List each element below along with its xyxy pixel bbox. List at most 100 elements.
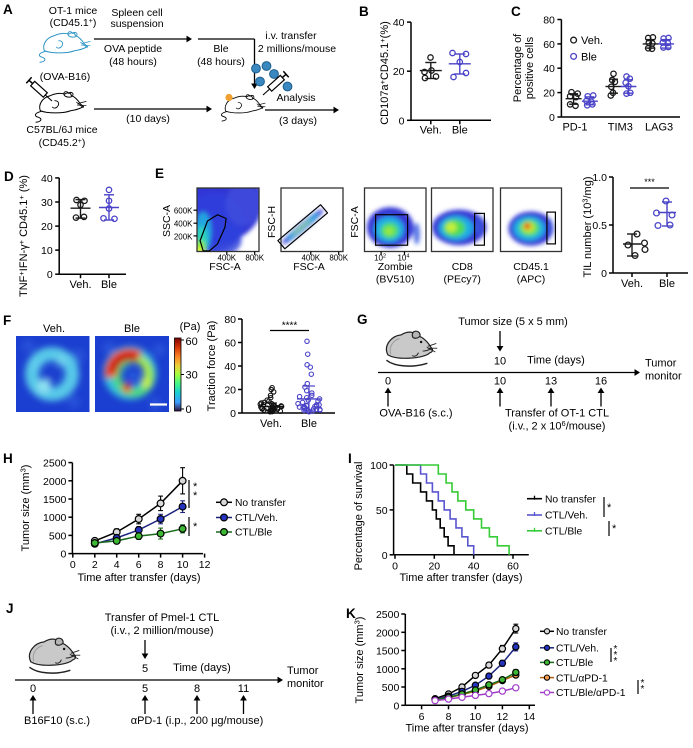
svg-text:0: 0 (549, 112, 555, 124)
svg-text:No transfer: No transfer (545, 494, 597, 505)
svg-text:Ble: Ble (659, 278, 675, 290)
svg-text:Spleen cell: Spleen cell (111, 7, 162, 19)
svg-text:Tumor size (mm3): Tumor size (mm3) (19, 465, 33, 552)
svg-text:10: 10 (494, 356, 506, 368)
svg-text:Veh.: Veh. (581, 35, 603, 47)
svg-text:40: 40 (543, 63, 555, 75)
svg-text:20: 20 (428, 560, 440, 572)
svg-text:E: E (155, 166, 164, 181)
svg-text:Analysis: Analysis (276, 92, 315, 104)
svg-text:Ble: Ble (452, 125, 468, 137)
svg-text:No transfer: No transfer (556, 627, 608, 638)
svg-text:CTL/Veh.: CTL/Veh. (235, 513, 278, 524)
svg-text:30: 30 (186, 370, 198, 382)
svg-text:Ble: Ble (101, 279, 117, 291)
svg-text:2000: 2000 (376, 627, 400, 639)
svg-text:500: 500 (382, 682, 400, 694)
svg-text:10: 10 (494, 376, 506, 388)
svg-text:FSC-A: FSC-A (209, 261, 241, 273)
svg-text:FSC-H: FSC-H (266, 206, 278, 238)
svg-text:20: 20 (543, 88, 555, 100)
svg-text:12: 12 (199, 559, 211, 571)
svg-text:8: 8 (194, 683, 200, 695)
svg-text:0: 0 (392, 560, 398, 572)
svg-text:600K: 600K (174, 207, 193, 216)
svg-text:*: * (193, 521, 198, 533)
svg-text:Time after transfer (days): Time after transfer (days) (405, 723, 528, 735)
svg-text:20: 20 (393, 66, 405, 78)
svg-text:*: * (614, 656, 618, 667)
svg-text:Tumor size (5 x 5 mm): Tumor size (5 x 5 mm) (458, 316, 568, 328)
svg-text:*: * (612, 523, 617, 535)
svg-text:80: 80 (543, 15, 555, 27)
svg-text:Traction force (Pa): Traction force (Pa) (206, 321, 218, 412)
svg-text:60: 60 (186, 336, 198, 348)
svg-text:0: 0 (382, 550, 388, 562)
svg-text:CTL/Ble: CTL/Ble (545, 527, 582, 538)
svg-text:200K: 200K (174, 232, 193, 241)
svg-text:8: 8 (446, 711, 452, 723)
svg-text:C: C (511, 4, 521, 19)
svg-text:(10 days): (10 days) (126, 113, 170, 125)
svg-text:B16F10 (s.c.): B16F10 (s.c.) (24, 715, 90, 727)
svg-text:(i.v., 2 million/mouse): (i.v., 2 million/mouse) (110, 625, 213, 637)
svg-text:12: 12 (497, 711, 509, 723)
svg-text:F: F (3, 313, 11, 328)
svg-text:PD-1: PD-1 (562, 122, 587, 134)
svg-text:Tumor: Tumor (645, 358, 677, 370)
svg-text:(Pa): (Pa) (180, 321, 201, 333)
svg-text:A: A (3, 2, 13, 17)
svg-text:10: 10 (177, 559, 189, 571)
svg-text:G: G (357, 312, 368, 327)
svg-text:0: 0 (601, 268, 607, 280)
svg-text:C57BL/6J mice: C57BL/6J mice (26, 124, 97, 136)
svg-text:16: 16 (595, 376, 607, 388)
svg-text:2500: 2500 (376, 609, 400, 621)
svg-text:800K: 800K (245, 254, 264, 263)
svg-text:TIM3: TIM3 (608, 122, 633, 134)
svg-text:J: J (6, 601, 14, 616)
svg-text:*: * (193, 490, 198, 502)
svg-text:CTL/Ble/αPD-1: CTL/Ble/αPD-1 (556, 688, 626, 699)
svg-text:CTL/Ble: CTL/Ble (556, 658, 593, 669)
svg-text:(3 days): (3 days) (279, 115, 317, 127)
svg-text:*: * (193, 481, 198, 493)
svg-text:20: 20 (224, 385, 236, 397)
svg-text:0.5: 0.5 (592, 220, 607, 232)
svg-text:Percentage of survival: Percentage of survival (353, 462, 365, 571)
svg-text:Time after transfer (days): Time after transfer (days) (399, 572, 522, 584)
svg-text:(48 hours): (48 hours) (197, 56, 245, 68)
svg-text:10: 10 (470, 711, 482, 723)
svg-text:FSC-A: FSC-A (349, 206, 361, 238)
svg-text:20: 20 (41, 221, 53, 233)
svg-text:****: **** (282, 321, 298, 332)
svg-text:No transfer: No transfer (235, 498, 287, 509)
svg-text:400K: 400K (301, 254, 320, 263)
svg-text:0: 0 (393, 700, 399, 712)
svg-text:6: 6 (419, 711, 425, 723)
svg-text:Tumor: Tumor (287, 665, 319, 677)
svg-text:40: 40 (224, 361, 236, 373)
svg-text:LAG3: LAG3 (645, 122, 673, 134)
svg-text:(PEcy7): (PEcy7) (444, 274, 481, 286)
svg-text:60: 60 (224, 338, 236, 350)
svg-text:0: 0 (30, 683, 36, 695)
svg-text:H: H (3, 451, 13, 466)
svg-text:6: 6 (136, 559, 142, 571)
svg-text:80: 80 (224, 314, 236, 326)
svg-text:10: 10 (41, 245, 53, 257)
svg-text:102: 102 (374, 254, 386, 263)
svg-text:OVA peptide: OVA peptide (104, 43, 162, 55)
svg-text:50: 50 (376, 505, 388, 517)
svg-text:Time (days): Time (days) (173, 662, 231, 674)
svg-text:0: 0 (61, 549, 67, 561)
svg-text:1500: 1500 (376, 646, 400, 658)
svg-text:Transfer of OT-1 CTL: Transfer of OT-1 CTL (505, 408, 609, 420)
svg-text:CTL/Ble: CTL/Ble (235, 528, 272, 539)
svg-text:OVA-B16 (s.c.): OVA-B16 (s.c.) (379, 408, 452, 420)
svg-text:2500: 2500 (43, 458, 67, 470)
svg-text:Veh.: Veh. (69, 279, 91, 291)
svg-text:400K: 400K (217, 254, 236, 263)
svg-text:*: * (614, 644, 618, 655)
svg-text:40: 40 (468, 560, 480, 572)
